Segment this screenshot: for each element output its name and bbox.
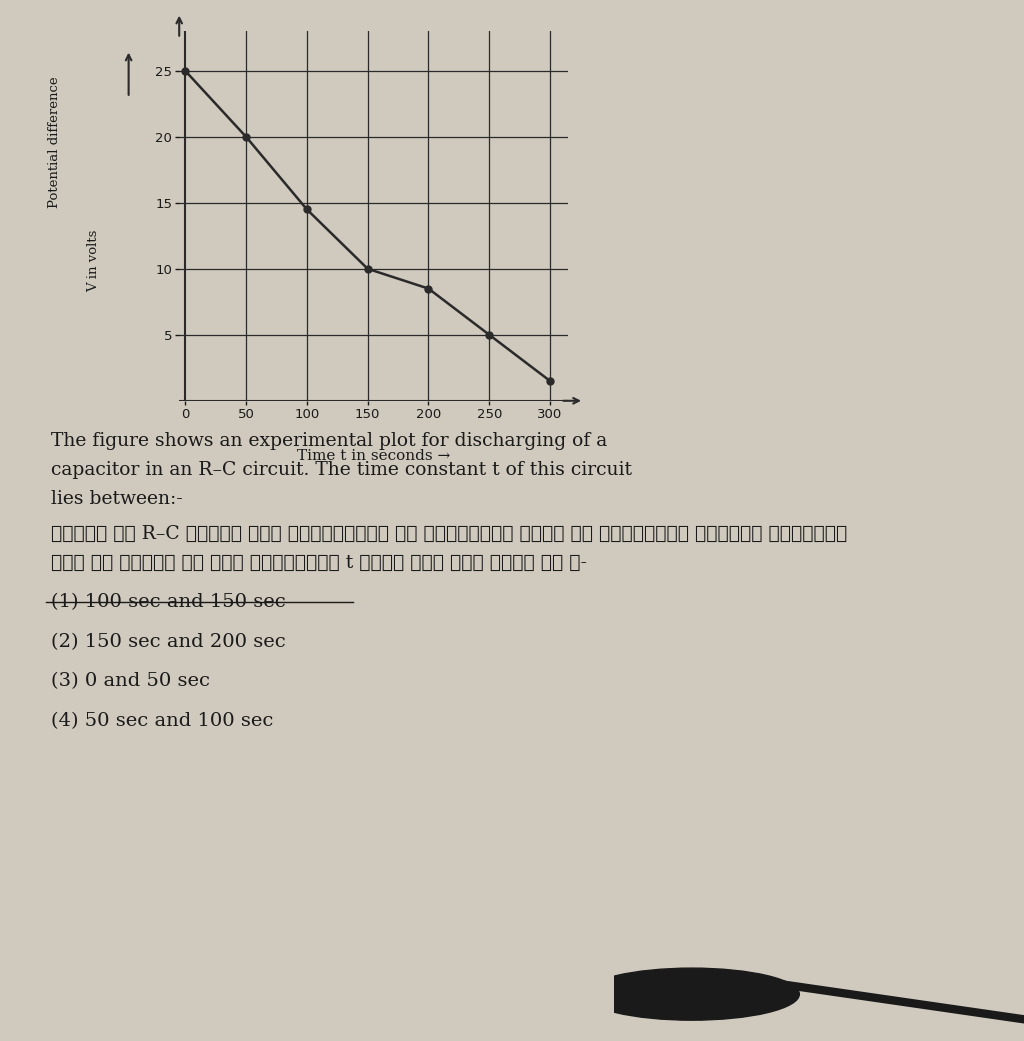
- Text: The figure shows an experimental plot for discharging of a: The figure shows an experimental plot fo…: [51, 432, 607, 450]
- Text: चित्र एक R–C परिपथ में संधारित्र के अनावेशित होने का प्रयोगिक प्लाॉट दर्शाता: चित्र एक R–C परिपथ में संधारित्र के अनाव…: [51, 525, 848, 542]
- Point: [359, 260, 376, 277]
- Text: (2) 150 sec and 200 sec: (2) 150 sec and 200 sec: [51, 633, 286, 651]
- Point: [542, 373, 558, 389]
- Point: [420, 280, 436, 297]
- Text: capacitor in an R–C circuit. The time constant t of this circuit: capacitor in an R–C circuit. The time co…: [51, 461, 632, 479]
- Text: Time t in seconds →: Time t in seconds →: [297, 449, 451, 463]
- Point: [299, 201, 315, 218]
- Circle shape: [585, 968, 800, 1020]
- Point: [177, 62, 194, 79]
- Text: Potential difference: Potential difference: [48, 76, 61, 208]
- Text: है। इस परिपथ का समय स्थिरांक t इसके बीच में पड़ता है ः-: है। इस परिपथ का समय स्थिरांक t इसके बीच …: [51, 554, 587, 572]
- Text: (3) 0 and 50 sec: (3) 0 and 50 sec: [51, 672, 210, 690]
- Text: V in volts: V in volts: [87, 229, 100, 291]
- Text: (1) 100 sec and 150 sec: (1) 100 sec and 150 sec: [51, 593, 286, 611]
- Point: [238, 128, 254, 145]
- Point: [481, 327, 498, 344]
- Text: (4) 50 sec and 100 sec: (4) 50 sec and 100 sec: [51, 712, 273, 730]
- Text: lies between:-: lies between:-: [51, 490, 183, 508]
